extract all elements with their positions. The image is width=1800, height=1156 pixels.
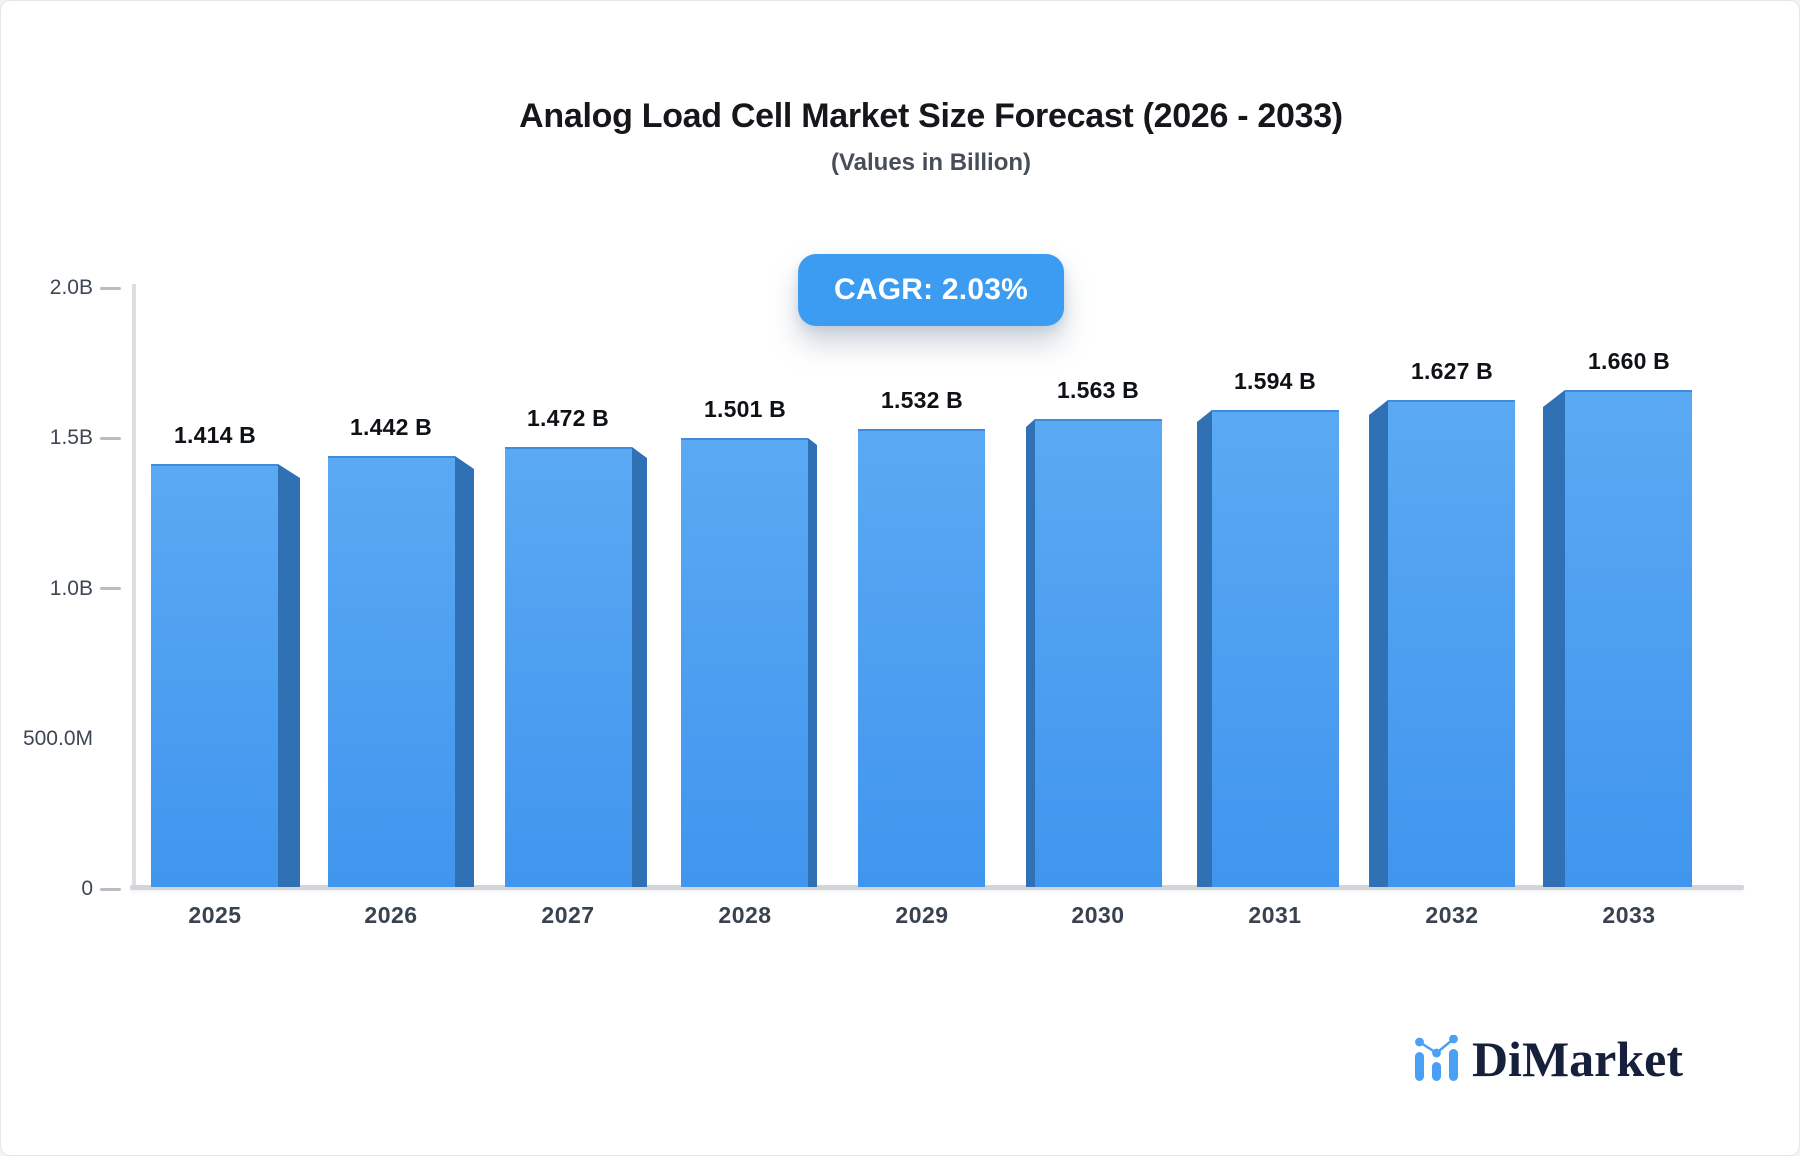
y-tick-label: 1.0B bbox=[49, 576, 93, 600]
bar-value-label-2029: 1.532 B bbox=[881, 387, 963, 413]
bar-value-label-2031: 1.594 B bbox=[1234, 368, 1316, 394]
bar-3d-side-2030 bbox=[1026, 419, 1035, 887]
bar-2028 bbox=[681, 438, 808, 887]
x-category-label-2033: 2033 bbox=[1602, 902, 1656, 928]
bar-value-label-2033: 1.660 B bbox=[1588, 348, 1670, 374]
bar-value-label-2028: 1.501 B bbox=[704, 396, 786, 422]
y-axis-line bbox=[132, 284, 136, 889]
dimarket-logo: DiMarket bbox=[1414, 1031, 1683, 1087]
x-category-label-2029: 2029 bbox=[895, 902, 949, 928]
x-axis-line bbox=[130, 885, 1744, 890]
bar-value-label-2032: 1.627 B bbox=[1411, 358, 1493, 384]
x-category-label-2032: 2032 bbox=[1425, 902, 1479, 928]
logo-text: DiMarket bbox=[1471, 1031, 1683, 1087]
bar-value-label-2027: 1.472 B bbox=[527, 405, 609, 431]
bar-value-label-2025: 1.414 B bbox=[174, 422, 256, 448]
mini-bar-chart-icon bbox=[1414, 1035, 1458, 1081]
cagr-badge: CAGR: 2.03% bbox=[798, 254, 1064, 326]
x-category-label-2026: 2026 bbox=[364, 902, 418, 928]
bar-3d-side-2033 bbox=[1543, 390, 1565, 887]
chart-title: Analog Load Cell Market Size Forecast (2… bbox=[519, 97, 1343, 135]
x-category-label-2025: 2025 bbox=[188, 902, 242, 928]
bar-value-label-2030: 1.563 B bbox=[1057, 377, 1139, 403]
bar-3d-side-2027 bbox=[632, 447, 647, 887]
x-category-label-2031: 2031 bbox=[1248, 902, 1302, 928]
bar-3d-side-2025 bbox=[278, 464, 300, 887]
bar-3d-side-2031 bbox=[1197, 410, 1212, 887]
bar-3d-side-2028 bbox=[808, 438, 817, 887]
bar-2033 bbox=[1565, 390, 1692, 887]
y-tick-dash bbox=[100, 587, 121, 590]
y-tick-label: 2.0B bbox=[49, 276, 93, 299]
bar-3d-side-2032 bbox=[1369, 400, 1388, 887]
chart-subtitle: (Values in Billion) bbox=[830, 149, 1032, 176]
bar-2030 bbox=[1035, 419, 1162, 887]
bar-2029 bbox=[858, 429, 985, 887]
bar-2027 bbox=[505, 447, 632, 887]
y-tick-label: 1.5B bbox=[49, 426, 93, 450]
bar-2025 bbox=[151, 464, 278, 887]
y-tick-label: 0 bbox=[81, 877, 93, 900]
y-tick-dash bbox=[100, 286, 121, 290]
y-tick-dash bbox=[100, 436, 121, 440]
bar-value-label-2026: 1.442 B bbox=[350, 414, 432, 440]
y-tick-label: 500.0M bbox=[22, 726, 93, 750]
bar-2031 bbox=[1212, 410, 1339, 887]
x-category-label-2030: 2030 bbox=[1071, 902, 1125, 928]
bar-2032 bbox=[1388, 400, 1515, 887]
bar-3d-side-2026 bbox=[455, 456, 474, 887]
bar-2026 bbox=[328, 456, 455, 887]
y-tick-dash bbox=[100, 887, 121, 891]
x-category-label-2027: 2027 bbox=[541, 902, 595, 928]
x-category-label-2028: 2028 bbox=[718, 902, 772, 928]
